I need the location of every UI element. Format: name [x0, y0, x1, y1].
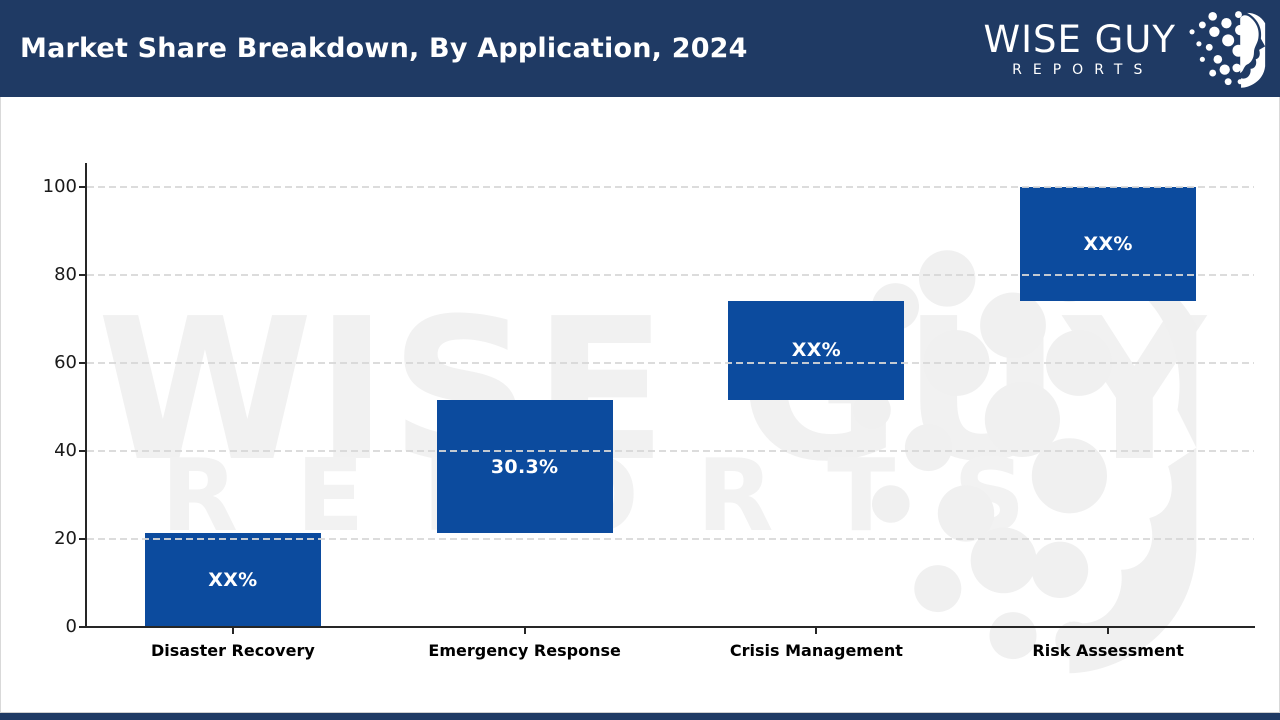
- y-tick-mark: [79, 538, 87, 540]
- wiseguy-logo: WISE GUY REPORTS: [984, 6, 1266, 92]
- gridline: [87, 538, 1254, 540]
- header: Market Share Breakdown, By Application, …: [0, 0, 1280, 97]
- bar-segment: XX%: [144, 533, 321, 627]
- y-tick-mark: [79, 186, 87, 188]
- bar-segment: XX%: [1020, 187, 1197, 301]
- logo-subtext: REPORTS: [1012, 61, 1154, 78]
- logo-text: WISE GUY REPORTS: [984, 21, 1176, 77]
- x-category-label: Risk Assessment: [1032, 641, 1184, 660]
- gridline: [87, 274, 1254, 276]
- y-tick-label: 0: [65, 616, 77, 637]
- bar-value-label: XX%: [1083, 232, 1133, 255]
- x-tick-mark: [231, 628, 234, 634]
- y-tick-label: 80: [54, 264, 77, 285]
- y-tick-mark: [79, 274, 87, 276]
- y-tick-label: 60: [54, 352, 77, 373]
- gridline: [87, 450, 1254, 452]
- chart-title: Market Share Breakdown, By Application, …: [20, 33, 748, 64]
- y-tick-label: 100: [42, 176, 77, 197]
- logo-wordmark: WISE GUY: [983, 17, 1176, 61]
- bar-value-label: XX%: [791, 339, 841, 362]
- y-tick-mark: [79, 362, 87, 364]
- bar-segment: XX%: [728, 300, 905, 400]
- y-tick-label: 40: [54, 440, 77, 461]
- x-tick-mark: [815, 628, 818, 634]
- x-axis-spine: [85, 626, 1255, 628]
- x-category-label: Disaster Recovery: [150, 641, 315, 660]
- logo-head-icon: [1189, 10, 1266, 88]
- y-tick-label: 20: [54, 528, 77, 549]
- x-tick-mark: [523, 628, 526, 634]
- bar-value-label: 30.3%: [490, 455, 559, 478]
- bar-segment: 30.3%: [436, 399, 613, 534]
- plot-area: WISE GUY REPORTS 0 20 40 60 80 100 XX% Disaster…: [0, 97, 1280, 713]
- y-tick-mark: [79, 450, 87, 452]
- gridline: [87, 186, 1254, 188]
- bar-value-label: XX%: [208, 569, 258, 592]
- gridline: [87, 362, 1254, 364]
- y-axis-spine: [85, 163, 87, 628]
- x-tick-mark: [1107, 628, 1110, 634]
- x-category-label: Crisis Management: [729, 641, 903, 660]
- y-tick-mark: [79, 626, 87, 628]
- footer-bar: [0, 713, 1280, 720]
- x-category-label: Emergency Response: [428, 641, 621, 660]
